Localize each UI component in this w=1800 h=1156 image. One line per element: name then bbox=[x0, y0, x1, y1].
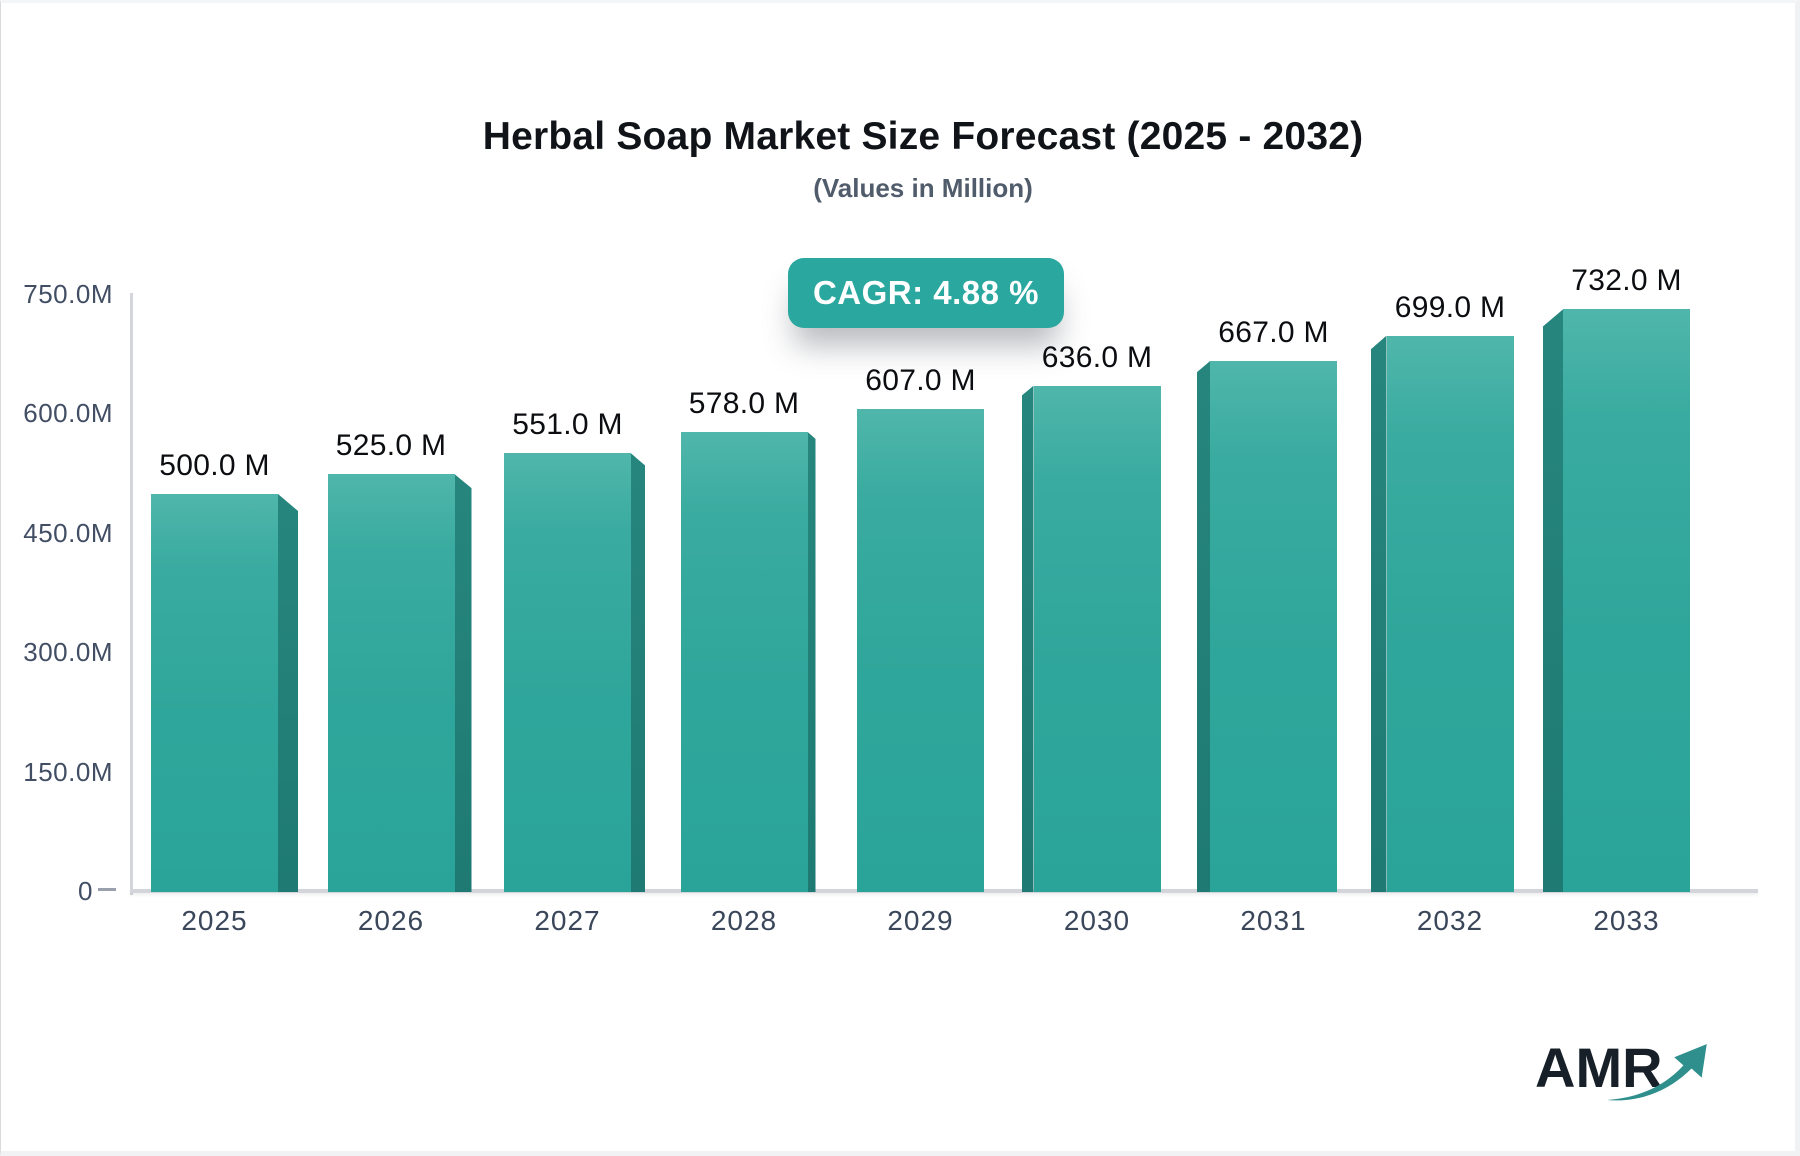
zero-tick-mark bbox=[98, 888, 116, 891]
bar-3d-side bbox=[807, 431, 816, 892]
bar-value-label: 607.0 M bbox=[865, 363, 976, 397]
cagr-badge-label: CAGR: 4.88 % bbox=[812, 274, 1040, 311]
bar-2025 bbox=[151, 494, 278, 892]
y-axis-line bbox=[130, 293, 133, 895]
y-axis-tick-label: 150.0M bbox=[23, 756, 113, 787]
bar-2030 bbox=[1033, 385, 1161, 892]
bar-2028 bbox=[680, 431, 808, 892]
x-axis-tick-label: 2028 bbox=[710, 905, 778, 936]
y-axis-tick-label: 750.0M bbox=[23, 279, 113, 309]
chart-title: Herbal Soap Market Size Forecast (2025 -… bbox=[482, 115, 1364, 158]
trending-up-arrow-icon bbox=[1607, 1044, 1707, 1101]
bar-2033 bbox=[1563, 309, 1690, 892]
amr-logo-text: AMR bbox=[1535, 1036, 1663, 1099]
bar-2031 bbox=[1210, 361, 1337, 892]
bar-3d-side bbox=[1021, 385, 1034, 892]
chart-subtitle: (Values in Million) bbox=[813, 173, 1033, 203]
x-axis-tick-label: 2027 bbox=[534, 905, 601, 936]
bar-value-label: 500.0 M bbox=[159, 449, 270, 482]
x-axis-tick-label: 2033 bbox=[1593, 905, 1660, 936]
bar-value-label: 578.0 M bbox=[688, 386, 800, 420]
y-axis-tick-label: 600.0M bbox=[23, 398, 113, 429]
bar-3d-side bbox=[454, 474, 472, 892]
bar-value-label: 732.0 M bbox=[1571, 264, 1682, 298]
bar-value-label: 699.0 M bbox=[1394, 290, 1506, 324]
x-axis-tick-label: 2026 bbox=[357, 905, 425, 936]
y-axis-tick-label: 0 bbox=[78, 876, 93, 906]
bar-2026 bbox=[327, 474, 455, 892]
bar-value-label: 667.0 M bbox=[1218, 316, 1329, 350]
x-axis-tick-label: 2031 bbox=[1240, 905, 1307, 936]
cagr-badge: CAGR: 4.88 % bbox=[788, 258, 1064, 328]
y-axis-tick-label: 300.0M bbox=[23, 637, 113, 668]
x-axis-tick-label: 2032 bbox=[1416, 905, 1484, 936]
x-axis-tick-label: 2029 bbox=[887, 905, 954, 936]
bar-value-label: 636.0 M bbox=[1041, 340, 1153, 374]
bar-2032 bbox=[1386, 335, 1514, 892]
bar-3d-side bbox=[631, 453, 645, 892]
x-axis-tick-label: 2030 bbox=[1063, 905, 1131, 936]
bar-2029 bbox=[857, 408, 984, 892]
bar-value-label: 551.0 M bbox=[512, 408, 623, 442]
amr-logo: AMR bbox=[1535, 1035, 1765, 1125]
bar-2027 bbox=[504, 453, 631, 892]
bar-value-label: 525.0 M bbox=[335, 429, 447, 463]
bar-3d-side bbox=[1543, 309, 1563, 892]
bar-3d-side bbox=[1197, 361, 1210, 892]
y-axis-tick-label: 450.0M bbox=[23, 517, 113, 548]
bar-3d-side bbox=[278, 494, 298, 892]
bar-3d-side bbox=[1370, 335, 1387, 892]
x-axis-tick-label: 2025 bbox=[181, 905, 248, 936]
